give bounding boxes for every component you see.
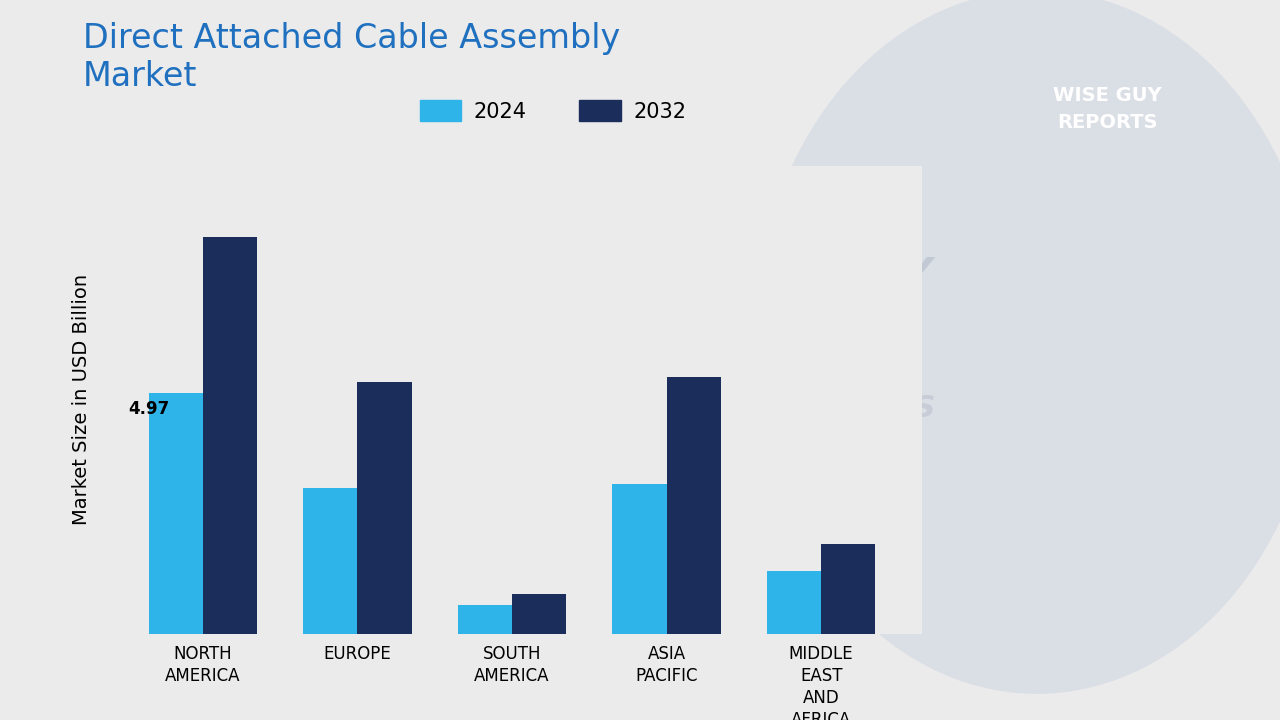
Bar (357, 382, 412, 634)
Legend: 2024, 2032: 2024, 2032 (411, 91, 695, 130)
Bar (822, 544, 876, 634)
Ellipse shape (754, 0, 1280, 694)
Text: Direct Attached Cable Assembly
Market: Direct Attached Cable Assembly Market (83, 22, 621, 93)
Y-axis label: Market Size in USD Billion: Market Size in USD Billion (72, 274, 91, 525)
Bar (767, 571, 822, 634)
Bar (512, 594, 566, 634)
Bar (612, 484, 667, 634)
Text: REPORTS: REPORTS (778, 394, 936, 423)
Bar (303, 488, 357, 634)
Text: WISE GUY
REPORTS: WISE GUY REPORTS (1053, 86, 1161, 132)
Bar (148, 393, 202, 634)
Text: 4.97: 4.97 (128, 400, 170, 418)
Bar (667, 377, 721, 634)
Bar (458, 605, 512, 634)
Bar (202, 237, 257, 634)
Text: WISE GUY: WISE GUY (716, 257, 932, 294)
